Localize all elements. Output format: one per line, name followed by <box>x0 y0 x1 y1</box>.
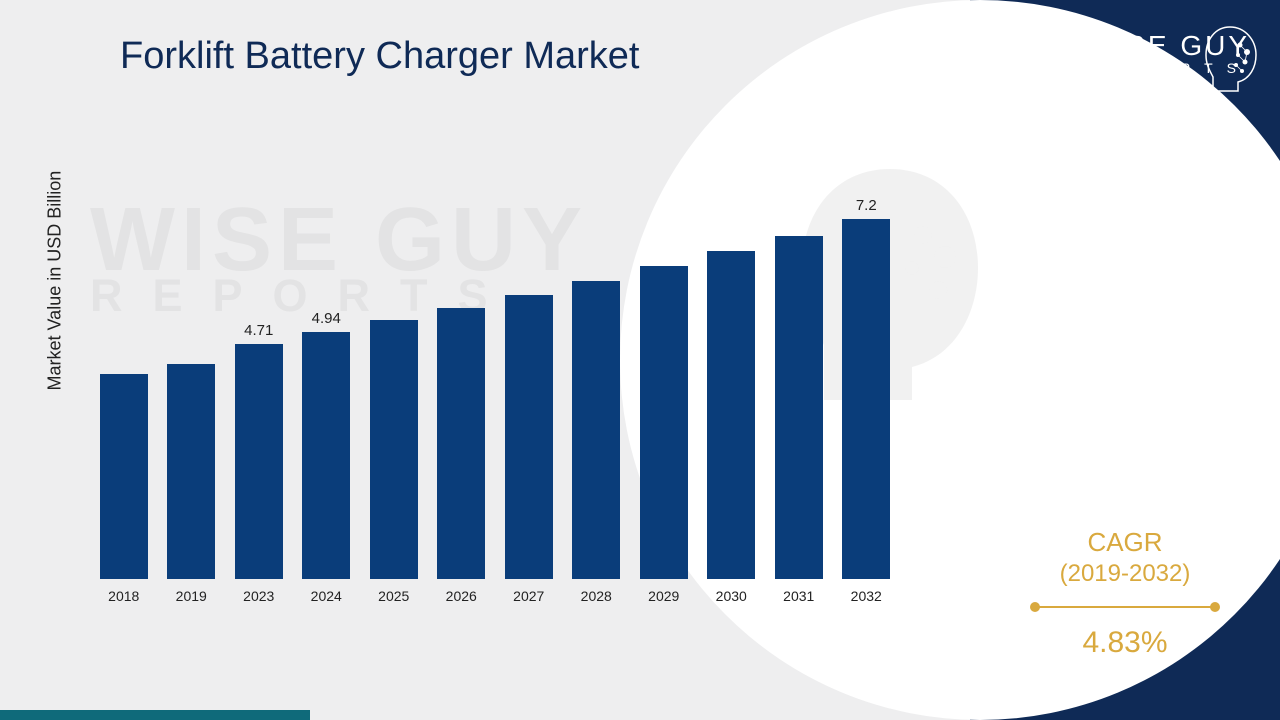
bar <box>167 364 215 579</box>
cagr-value: 4.83% <box>1005 626 1245 660</box>
bar <box>100 374 148 579</box>
bar <box>640 266 688 579</box>
bar <box>572 281 620 580</box>
bar-x-label: 2024 <box>296 588 356 604</box>
bar-x-label: 2025 <box>364 588 424 604</box>
bar-group: 2031 <box>769 214 829 580</box>
bar-group: 2029 <box>634 244 694 579</box>
bars-area: 201820194.7120234.9420242025202620272028… <box>90 160 900 580</box>
bar-group: 4.712023 <box>229 322 289 580</box>
bar-x-label: 2030 <box>701 588 761 604</box>
bar-group: 2026 <box>431 286 491 580</box>
bar-x-label: 2026 <box>431 588 491 604</box>
chart-container: Market Value in USD Billion 201820194.71… <box>80 160 900 600</box>
bar-x-label: 2032 <box>836 588 896 604</box>
bar-x-label: 2023 <box>229 588 289 604</box>
cagr-years: (2019-2032) <box>1005 560 1245 588</box>
logo-head-icon <box>1200 25 1260 95</box>
cagr-divider <box>1035 606 1215 608</box>
bar-group: 2028 <box>566 259 626 580</box>
bar-x-label: 2019 <box>161 588 221 604</box>
bar-group: 2030 <box>701 229 761 579</box>
bar-x-label: 2029 <box>634 588 694 604</box>
bottom-strip <box>0 710 310 720</box>
bar-group: 2027 <box>499 273 559 580</box>
bar-x-label: 2018 <box>94 588 154 604</box>
bar-x-label: 2028 <box>566 588 626 604</box>
cagr-label: CAGR <box>1005 527 1245 558</box>
bar <box>707 251 755 579</box>
bar <box>842 219 890 579</box>
brand-logo: WISE GUY REPORTS <box>1085 30 1250 76</box>
bar-value: 4.94 <box>312 310 341 328</box>
bar-group: 2018 <box>94 352 154 579</box>
bar <box>437 308 485 580</box>
bar-group: 7.22032 <box>836 197 896 579</box>
bar-x-label: 2027 <box>499 588 559 604</box>
bar-value: 7.2 <box>856 197 877 215</box>
bar-group: 4.942024 <box>296 310 356 579</box>
bar-group: 2019 <box>161 342 221 579</box>
bar <box>370 320 418 579</box>
cagr-box: CAGR (2019-2032) 4.83% <box>1005 527 1245 660</box>
y-axis-label: Market Value in USD Billion <box>45 171 66 391</box>
bar-group: 2025 <box>364 298 424 579</box>
bar-value: 4.71 <box>244 322 273 340</box>
bar-x-label: 2031 <box>769 588 829 604</box>
bar <box>235 344 283 580</box>
bar <box>302 332 350 579</box>
bar <box>505 295 553 580</box>
chart-title: Forklift Battery Charger Market <box>120 35 639 78</box>
bar <box>775 236 823 580</box>
